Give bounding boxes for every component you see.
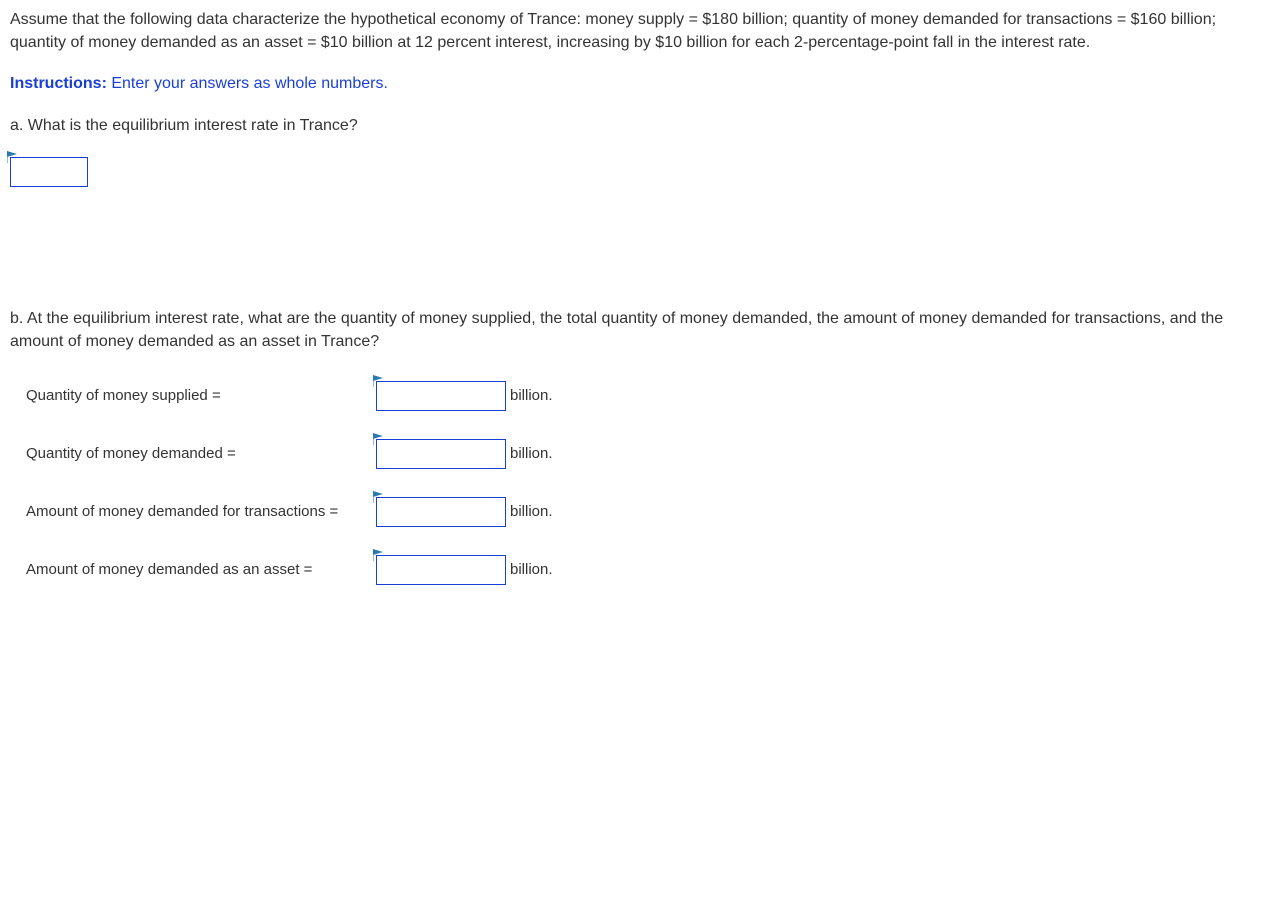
row-asset: Amount of money demanded as an asset = b… (10, 555, 1271, 585)
part-b-prompt: b. At the equilibrium interest rate, wha… (10, 307, 1271, 353)
instructions-text: Enter your answers as whole numbers. (107, 75, 388, 92)
instructions-row: Instructions: Enter your answers as whol… (10, 72, 1271, 95)
input-wrap-demanded (376, 439, 506, 469)
input-money-supplied[interactable] (376, 381, 506, 411)
label-money-demanded: Quantity of money demanded = (26, 443, 376, 465)
instructions-label: Instructions: (10, 75, 107, 92)
intro-paragraph: Assume that the following data character… (10, 8, 1271, 54)
input-asset[interactable] (376, 555, 506, 585)
unit-transactions: billion. (510, 501, 553, 523)
input-wrap-supplied (376, 381, 506, 411)
unit-money-demanded: billion. (510, 443, 553, 465)
unit-asset: billion. (510, 559, 553, 581)
input-transactions[interactable] (376, 497, 506, 527)
row-money-demanded: Quantity of money demanded = billion. (10, 439, 1271, 469)
label-asset: Amount of money demanded as an asset = (26, 559, 376, 581)
part-a-input-area (10, 157, 1271, 187)
part-a-prompt: a. What is the equilibrium interest rate… (10, 114, 1271, 137)
input-wrap-asset (376, 555, 506, 585)
row-transactions: Amount of money demanded for transaction… (10, 497, 1271, 527)
label-money-supplied: Quantity of money supplied = (26, 385, 376, 407)
part-a-input[interactable] (10, 157, 88, 187)
input-money-demanded[interactable] (376, 439, 506, 469)
row-money-supplied: Quantity of money supplied = billion. (10, 381, 1271, 411)
input-wrap-a (10, 157, 88, 187)
unit-money-supplied: billion. (510, 385, 553, 407)
input-wrap-transactions (376, 497, 506, 527)
label-transactions: Amount of money demanded for transaction… (26, 501, 376, 523)
